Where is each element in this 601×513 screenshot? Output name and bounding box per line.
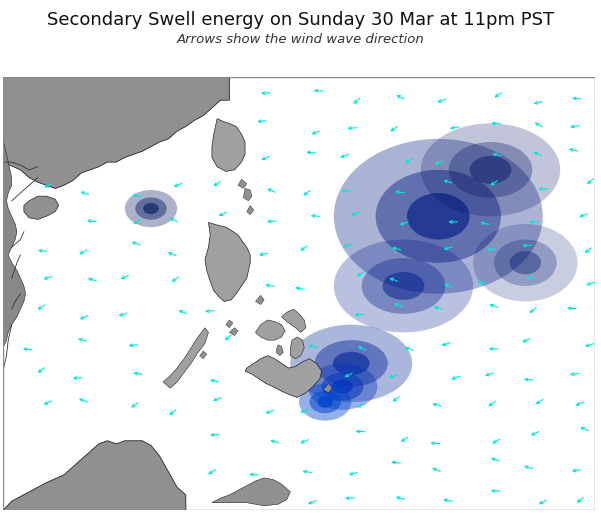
Ellipse shape [135,198,166,220]
Polygon shape [212,478,290,506]
Polygon shape [290,337,304,359]
Polygon shape [276,345,283,356]
Text: Arrows show the wind wave direction: Arrows show the wind wave direction [177,33,424,46]
Polygon shape [226,320,233,328]
Ellipse shape [317,397,333,408]
Polygon shape [163,328,209,388]
Polygon shape [238,179,247,188]
Ellipse shape [125,190,177,227]
Ellipse shape [308,363,377,410]
Polygon shape [243,188,252,201]
Polygon shape [323,384,332,393]
Polygon shape [24,196,59,220]
Polygon shape [212,119,245,171]
Ellipse shape [510,251,541,274]
Ellipse shape [494,240,557,286]
Polygon shape [3,441,186,510]
Ellipse shape [290,325,412,402]
Ellipse shape [362,258,445,314]
Polygon shape [282,309,306,332]
Ellipse shape [376,170,501,263]
Ellipse shape [322,372,364,401]
Polygon shape [245,356,322,398]
Polygon shape [247,205,254,215]
Ellipse shape [469,156,511,184]
Ellipse shape [334,240,473,332]
Ellipse shape [143,203,159,214]
Ellipse shape [449,142,532,198]
Ellipse shape [407,193,469,240]
Ellipse shape [315,340,388,387]
Ellipse shape [334,139,543,293]
Ellipse shape [421,124,560,216]
Text: Secondary Swell energy on Sunday 30 Mar at 11pm PST: Secondary Swell energy on Sunday 30 Mar … [47,11,554,29]
Polygon shape [205,223,250,302]
Ellipse shape [310,391,341,413]
Ellipse shape [383,272,424,300]
Polygon shape [230,328,238,336]
Polygon shape [255,320,285,340]
Ellipse shape [332,380,353,393]
Ellipse shape [333,352,370,375]
Polygon shape [200,351,207,359]
Polygon shape [3,77,230,188]
Polygon shape [255,295,264,305]
Ellipse shape [299,384,351,421]
Ellipse shape [473,224,578,302]
Polygon shape [3,77,26,510]
